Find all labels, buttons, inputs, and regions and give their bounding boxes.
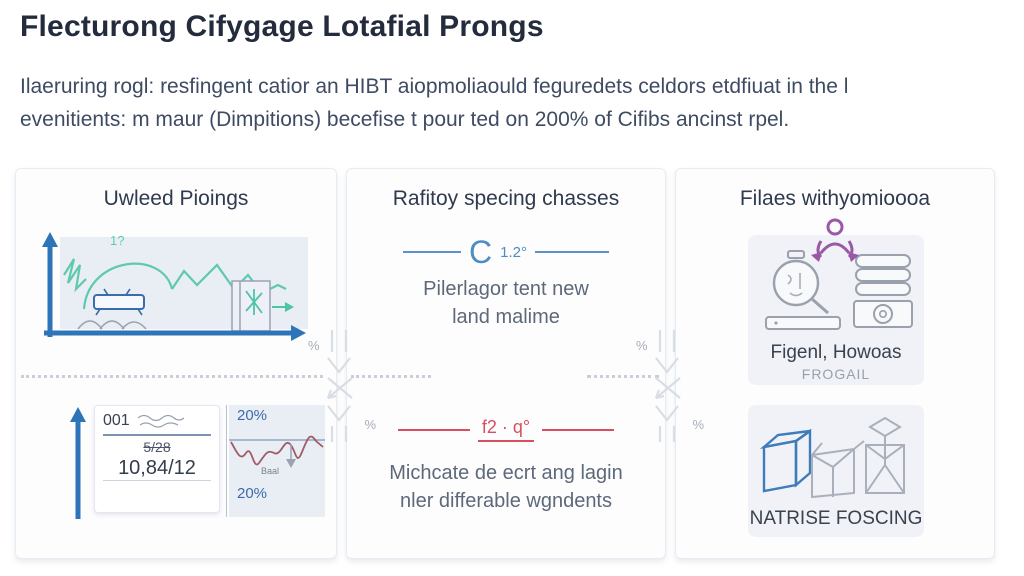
machine-box-icon [93, 294, 145, 310]
database-disc-3 [855, 282, 911, 296]
person-icon [807, 217, 863, 268]
panel-unleashed-pricings: Uwleed Pioings 1? 001 [15, 168, 337, 559]
audit-card-subtitle: FROGAIL [801, 366, 871, 382]
panel2-bottom-line2: nler differable wgndents [400, 490, 612, 512]
gray-diamond-lid [868, 416, 902, 438]
audit-card-title: Figenl, Howoas [770, 342, 902, 363]
vertical-divider [226, 405, 227, 517]
formula-line-right [534, 251, 609, 253]
database-disc-2 [855, 268, 911, 282]
red-formula-glyph: f2 · q° [477, 417, 535, 442]
chart-plot-area [60, 237, 308, 329]
red-formula: f2 · q° [347, 417, 665, 442]
formula-sub-glyph: 1.2° [500, 243, 527, 261]
panel2-top-line2: land malime [452, 306, 560, 328]
magnifier-detail [787, 273, 803, 297]
matrix-card-title: NATRISE FOSCING [749, 508, 923, 529]
blue-cube-front [762, 439, 798, 493]
panel-files-with-economics: Filaes withyomioooa Figenl, Howoas [675, 168, 995, 559]
panel1-title: Uwleed Pioings [103, 187, 249, 210]
magnifier-handle [811, 297, 829, 315]
subtitle-line-2: evenitients: m maur (Dimpitions) becefis… [20, 108, 790, 131]
blue-cube-top [759, 429, 811, 450]
dotted-separator [351, 375, 431, 378]
percent-bottom-label: 20% [237, 485, 268, 502]
coin-card-icon [853, 300, 913, 328]
dotted-separator [587, 375, 659, 378]
chart-scribble-label: Baal [261, 466, 279, 476]
panel2-top-line1: Pilerlagor tent new [423, 278, 589, 300]
chevron-arrows-icon [654, 330, 681, 442]
percent-top-label: 20% [237, 407, 268, 424]
out-arrow-head [285, 302, 294, 312]
volatility-line: Baal [229, 435, 325, 476]
price-row-3: 10,84/12 [103, 457, 211, 481]
volatility-mini-chart: 20% Baal 20% [229, 405, 325, 517]
chevron-arrows-icon [326, 330, 353, 442]
formula-main-glyph: C [469, 234, 493, 270]
panel2-top-text: Pilerlagor tent new land malime [347, 275, 665, 331]
formula-line-right [542, 428, 615, 431]
panel-connector-right: % % [630, 330, 706, 442]
price-row-2: 5/28 [143, 439, 171, 455]
box-legs [95, 288, 143, 316]
blue-formula: C 1.2° [347, 234, 665, 270]
percent-sign: % [364, 417, 376, 432]
bump-scribbles [77, 320, 147, 330]
panel-connector-left: % % [302, 330, 378, 442]
up-arrow-icon [70, 407, 86, 519]
coin-icon [873, 304, 893, 324]
subtitle-line-1: Ilaeruring rogl: resfingent catior an HI… [20, 75, 849, 98]
tray-icon [765, 316, 841, 330]
matrix-card: NATRISE FOSCING [748, 405, 924, 537]
scribble-line [63, 258, 87, 293]
price-card: 001 5/28 10,84/12 [94, 405, 220, 513]
formula-line-left [397, 428, 470, 431]
formula-line-left [403, 251, 462, 253]
panel2-title: Rafitoy specing chasses [392, 187, 620, 210]
price-row-1: 001 [103, 412, 130, 429]
page-title: Flecturong Cifygage Lotafial Prongs [20, 10, 544, 43]
cube-icons [759, 416, 905, 499]
star-scribble [245, 289, 263, 315]
coin-center [879, 309, 888, 318]
chart-annotation: 1? [110, 233, 124, 248]
gray-box-open [811, 440, 865, 499]
percent-sign: % [308, 338, 320, 353]
scribble-text [137, 414, 185, 428]
audit-icons [765, 250, 913, 330]
audit-card: Figenl, Howoas FROGAIL [748, 235, 924, 385]
panel3-title: Filaes withyomioooa [739, 187, 931, 210]
magnifier-icon [772, 259, 820, 307]
x-axis-arrow [291, 325, 306, 341]
database-disc-1 [855, 254, 911, 268]
tray-dot [774, 321, 778, 325]
card-rule [103, 434, 211, 436]
price-table-figure: 001 5/28 10,84/12 20% Baal 20% [26, 405, 326, 527]
page-subtitle: Ilaeruring rogl: resfingent catior an HI… [20, 70, 980, 136]
y-axis-arrow [42, 232, 58, 247]
percent-sign: % [636, 338, 648, 353]
dotted-separator [21, 375, 323, 378]
hand-drawn-trend-chart: 1? [42, 232, 308, 341]
panel2-bottom-line1: Michcate de ecrt ang lagin [389, 462, 623, 484]
magnifier-cap-icon [787, 250, 805, 259]
blue-cube-side [794, 428, 812, 488]
arc-line [82, 262, 174, 310]
panel2-bottom-text: Michcate de ecrt ang lagin nler differab… [347, 459, 665, 515]
panel-rating-spacing-classes: Rafitoy specing chasses C 1.2° Pilerlago… [346, 168, 666, 559]
percent-sign: % [692, 417, 704, 432]
